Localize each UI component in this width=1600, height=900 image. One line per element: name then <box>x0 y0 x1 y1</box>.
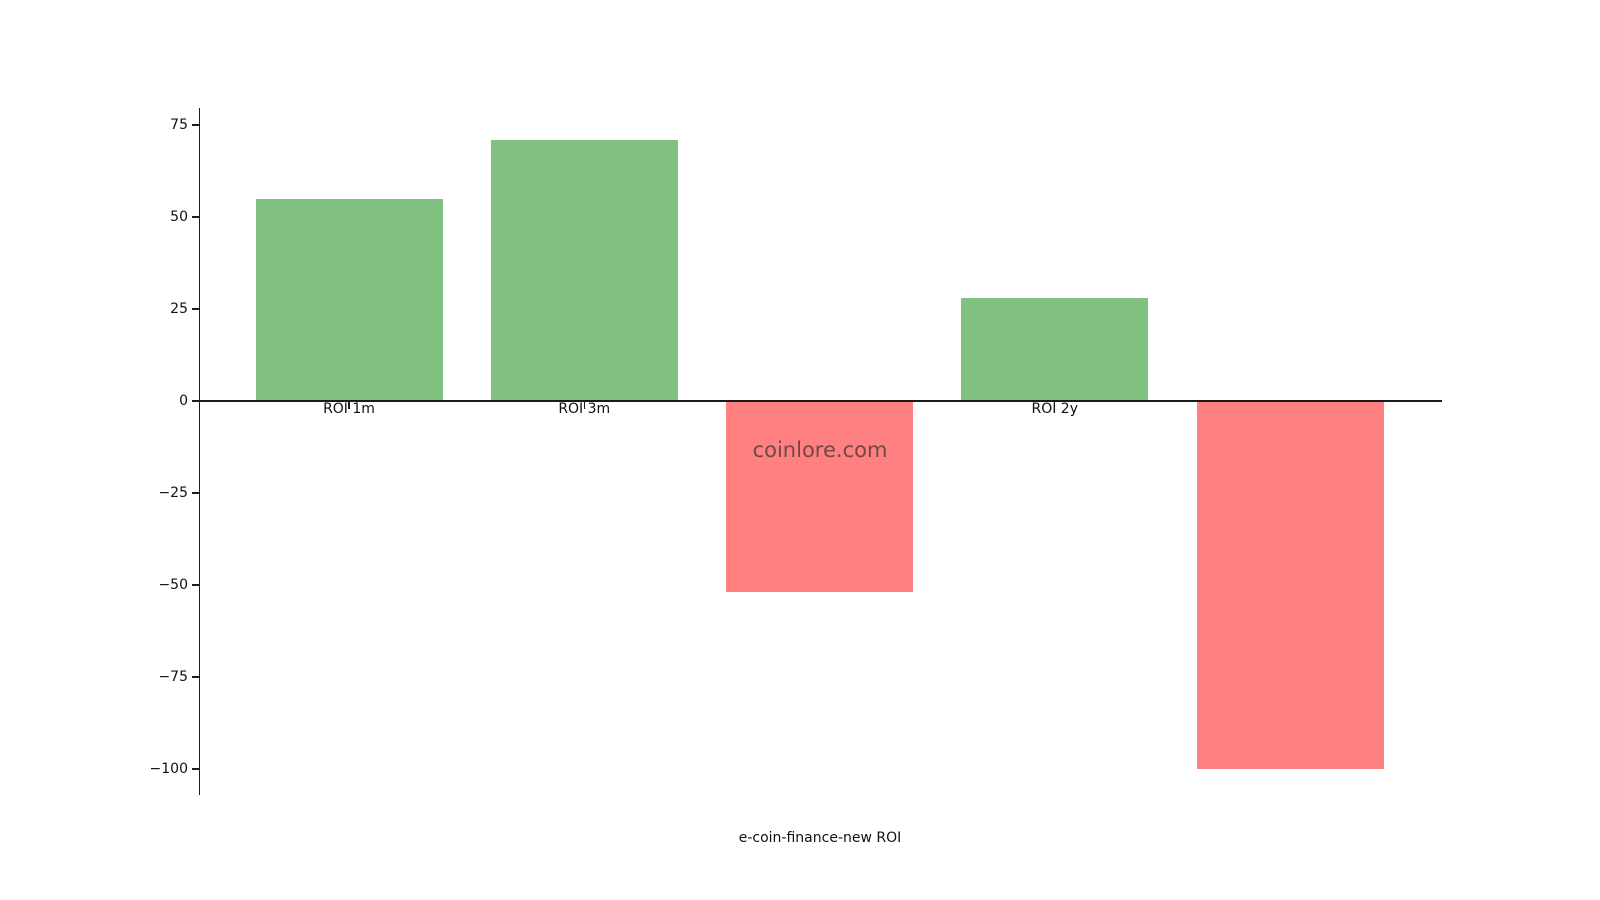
coinlore-watermark: coinlore.com <box>752 438 888 462</box>
y-tick <box>191 124 199 126</box>
y-tick-label: 75 <box>170 117 188 133</box>
y-tick <box>191 400 199 402</box>
bar-roi-1m <box>255 198 443 401</box>
y-tick <box>191 308 199 310</box>
x-tick <box>583 401 585 409</box>
bar-unlabeled-5 <box>1196 401 1384 769</box>
x-tick <box>348 401 350 409</box>
x-tick-label: ROI 1m <box>323 401 375 417</box>
bar-roi-3m <box>490 139 678 401</box>
y-tick-label: −75 <box>158 669 188 685</box>
bar-unlabeled-3 <box>726 401 913 593</box>
bar-roi-2y <box>961 297 1149 401</box>
x-tick <box>1054 401 1056 409</box>
x-tick-label: ROI 3m <box>558 401 611 417</box>
y-tick <box>191 584 199 586</box>
y-tick-label: 0 <box>179 393 188 409</box>
y-tick-label: −100 <box>149 761 188 777</box>
x-tick-label: ROI 2y <box>1031 401 1079 417</box>
y-tick <box>191 492 199 494</box>
y-tick <box>191 216 199 218</box>
y-tick-label: 50 <box>170 209 188 225</box>
y-tick-label: −50 <box>158 577 188 593</box>
y-tick <box>191 768 199 770</box>
y-axis-spine <box>198 108 200 795</box>
y-tick-label: 25 <box>170 301 188 317</box>
y-tick <box>191 676 199 678</box>
x-axis-line <box>198 400 1442 402</box>
y-tick-label: −25 <box>158 485 188 501</box>
chart-title: e-coin-finance-new ROI <box>738 830 902 846</box>
